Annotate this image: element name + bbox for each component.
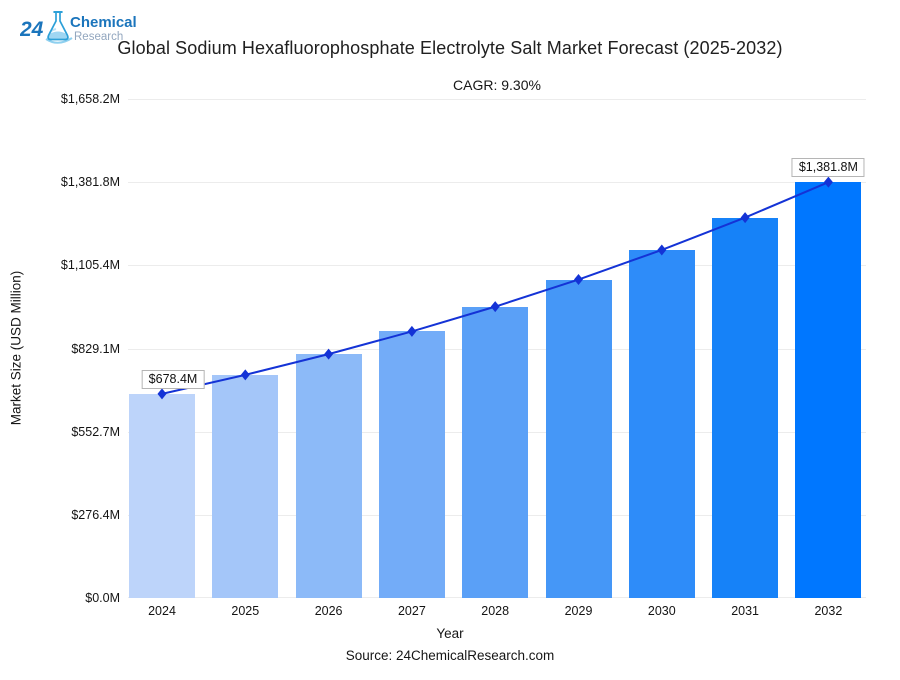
data-point-marker-2029 <box>574 274 583 286</box>
chart-subtitle: CAGR: 9.30% <box>453 77 541 93</box>
bar-2025 <box>212 374 279 598</box>
trend-line <box>161 181 829 395</box>
value-label-2024: $678.4M <box>141 369 205 389</box>
chart-title: Global Sodium Hexafluorophosphate Electr… <box>117 38 783 58</box>
bar-2028 <box>462 306 529 598</box>
data-point-marker-2027 <box>407 325 417 337</box>
x-tick-label-2029: 2029 <box>564 604 593 618</box>
x-tick-label-2028: 2028 <box>481 604 510 618</box>
logo: 24 Chemical Research <box>19 8 140 50</box>
bar-2031 <box>712 217 779 598</box>
logo-name-top: Chemical <box>70 14 137 31</box>
plot-area: $678.4M $1,381.8M <box>128 99 866 598</box>
x-axis-ticks: 2024 2025 2026 2027 2028 2029 2030 2031 2032 <box>128 604 866 620</box>
x-tick-label-2024: 2024 <box>148 604 176 618</box>
logo-name-bottom: Research <box>74 31 123 43</box>
data-point-marker-2028 <box>490 301 500 313</box>
y-tick-label: $1,658.2M <box>60 92 120 106</box>
y-axis-ticks: $0.0M $276.4M $552.7M $829.1M $1,105.4M $1,38… <box>0 92 120 605</box>
bar-2029 <box>545 279 612 598</box>
gridline <box>128 182 866 184</box>
trend-line-layer <box>157 176 833 400</box>
value-label-2032: $1,381.8M <box>791 158 865 178</box>
bar-2030 <box>628 249 695 598</box>
bar-2027 <box>378 331 445 598</box>
bar-2032 <box>795 182 862 598</box>
bar-2024 <box>129 393 195 598</box>
y-tick-label: $829.1M <box>71 341 120 356</box>
x-tick-label-2025: 2025 <box>231 604 260 618</box>
logo-graphic: 24 Chemical Research <box>19 11 137 44</box>
y-tick-label: $276.4M <box>71 507 120 522</box>
data-point-marker-2032 <box>823 176 833 188</box>
gridline <box>128 265 866 267</box>
y-tick-label: $552.7M <box>71 424 120 439</box>
x-tick-label-2032: 2032 <box>814 604 843 618</box>
x-tick-label-2027: 2027 <box>397 604 426 618</box>
x-tick-label-2031: 2031 <box>731 604 759 618</box>
data-point-marker-2024 <box>157 388 167 400</box>
x-tick-label-2026: 2026 <box>314 604 343 618</box>
flask-icon <box>45 11 73 44</box>
data-point-marker-2031 <box>740 212 750 224</box>
data-point-marker-2026 <box>324 348 334 360</box>
y-tick-label: $1,105.4M <box>60 258 120 273</box>
logo-number: 24 <box>20 18 44 41</box>
data-point-marker-2025 <box>240 369 250 381</box>
gridline <box>128 99 866 100</box>
x-tick-label-2030: 2030 <box>647 604 676 618</box>
data-point-marker-2030 <box>657 244 667 256</box>
y-tick-label: $1,381.8M <box>60 175 120 190</box>
y-tick-label: $0.0M <box>85 591 120 605</box>
x-axis-title: Year <box>436 626 464 641</box>
source-text: Source: 24ChemicalResearch.com <box>345 648 555 663</box>
bar-2026 <box>295 354 362 598</box>
